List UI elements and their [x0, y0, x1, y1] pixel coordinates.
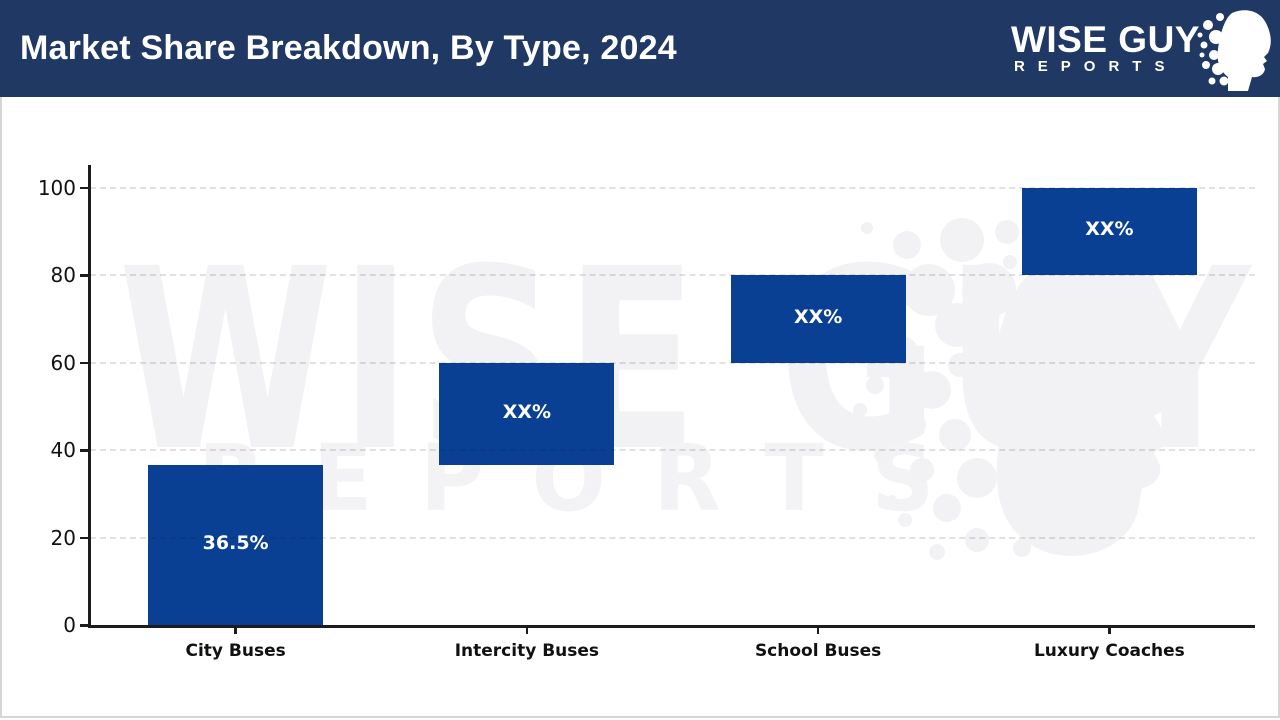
x-axis-tick — [525, 625, 529, 634]
header-bar: Market Share Breakdown, By Type, 2024 WI… — [0, 0, 1280, 97]
x-axis-category-label: School Buses — [754, 641, 882, 661]
y-axis-tick-label: 60 — [50, 350, 76, 375]
y-axis-tick — [80, 536, 90, 539]
gridline — [90, 449, 1255, 451]
waterfall-bar — [1021, 187, 1197, 275]
y-axis-tick-label: 80 — [50, 263, 76, 287]
y-axis-tick-label: 0 — [63, 613, 76, 637]
x-axis-tick — [1108, 625, 1111, 634]
x-axis-category-label: Luxury Coaches — [1033, 641, 1185, 661]
logo-wordmark: WISE GUY — [1010, 18, 1200, 60]
gridline — [90, 186, 1255, 189]
gridline — [90, 274, 1255, 276]
y-axis-tick — [80, 274, 90, 277]
chart-title: Market Share Breakdown, By Type, 2024 — [20, 29, 677, 67]
bar-value-label: XX% — [793, 305, 843, 328]
bar-value-label: XX% — [502, 400, 552, 423]
waterfall-bar — [439, 362, 615, 466]
gridline — [90, 536, 1255, 539]
wiseguy-head-icon — [1197, 9, 1271, 91]
y-axis-tick — [80, 449, 90, 452]
y-axis-tick — [80, 361, 90, 364]
y-axis-line — [88, 164, 91, 627]
bar-value-label: 36.5% — [202, 532, 269, 555]
y-axis-tick — [80, 186, 90, 189]
logo-subtitle: REPORTS — [1013, 57, 1178, 75]
logo-text: WISE GUY REPORTS — [1010, 18, 1200, 76]
y-axis-tick-label: 20 — [50, 525, 76, 550]
gridline — [90, 361, 1255, 364]
x-axis-line — [88, 625, 1255, 628]
y-axis-tick-label: 40 — [50, 438, 76, 462]
x-axis-category-label: Intercity Buses — [454, 641, 600, 661]
bar-value-label: XX% — [1085, 218, 1134, 241]
y-axis-tick-label: 100 — [37, 175, 76, 200]
x-axis-tick — [234, 625, 237, 634]
wiseguy-logo: WISE GUY REPORTS — [1011, 3, 1278, 95]
x-axis-category-label: City Buses — [185, 641, 286, 661]
waterfall-bar — [148, 465, 324, 625]
y-axis-tick — [80, 624, 90, 627]
x-axis-tick — [816, 625, 820, 634]
chart-area: WISE GUY REPORTS 0 20 40 60 80 100 36.5% City B… — [0, 97, 1280, 718]
